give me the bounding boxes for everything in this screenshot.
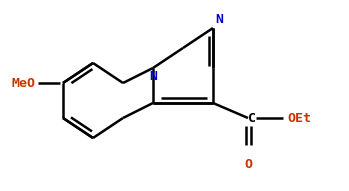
Text: MeO: MeO	[12, 77, 36, 90]
Text: O: O	[244, 158, 252, 171]
Text: OEt: OEt	[287, 112, 311, 125]
Text: N: N	[215, 13, 223, 26]
Text: N: N	[149, 70, 157, 83]
Text: C: C	[248, 112, 256, 125]
